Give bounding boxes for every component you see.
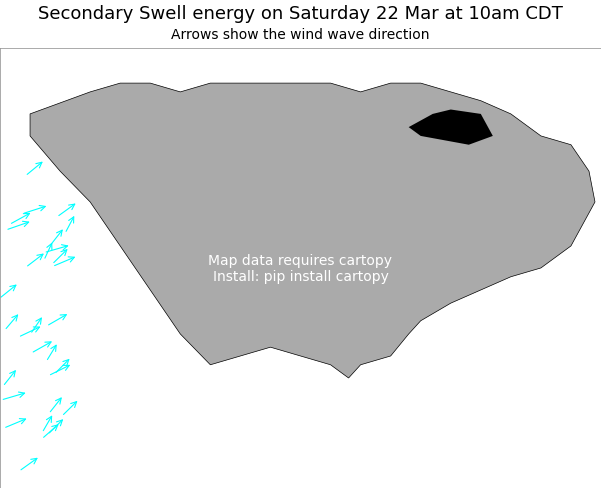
Polygon shape [30, 84, 595, 378]
Text: Arrows show the wind wave direction: Arrows show the wind wave direction [171, 28, 430, 42]
Polygon shape [409, 110, 493, 145]
Text: Map data requires cartopy
Install: pip install cartopy: Map data requires cartopy Install: pip i… [209, 253, 392, 284]
Text: Secondary Swell energy on Saturday 22 Mar at 10am CDT: Secondary Swell energy on Saturday 22 Ma… [38, 5, 563, 22]
